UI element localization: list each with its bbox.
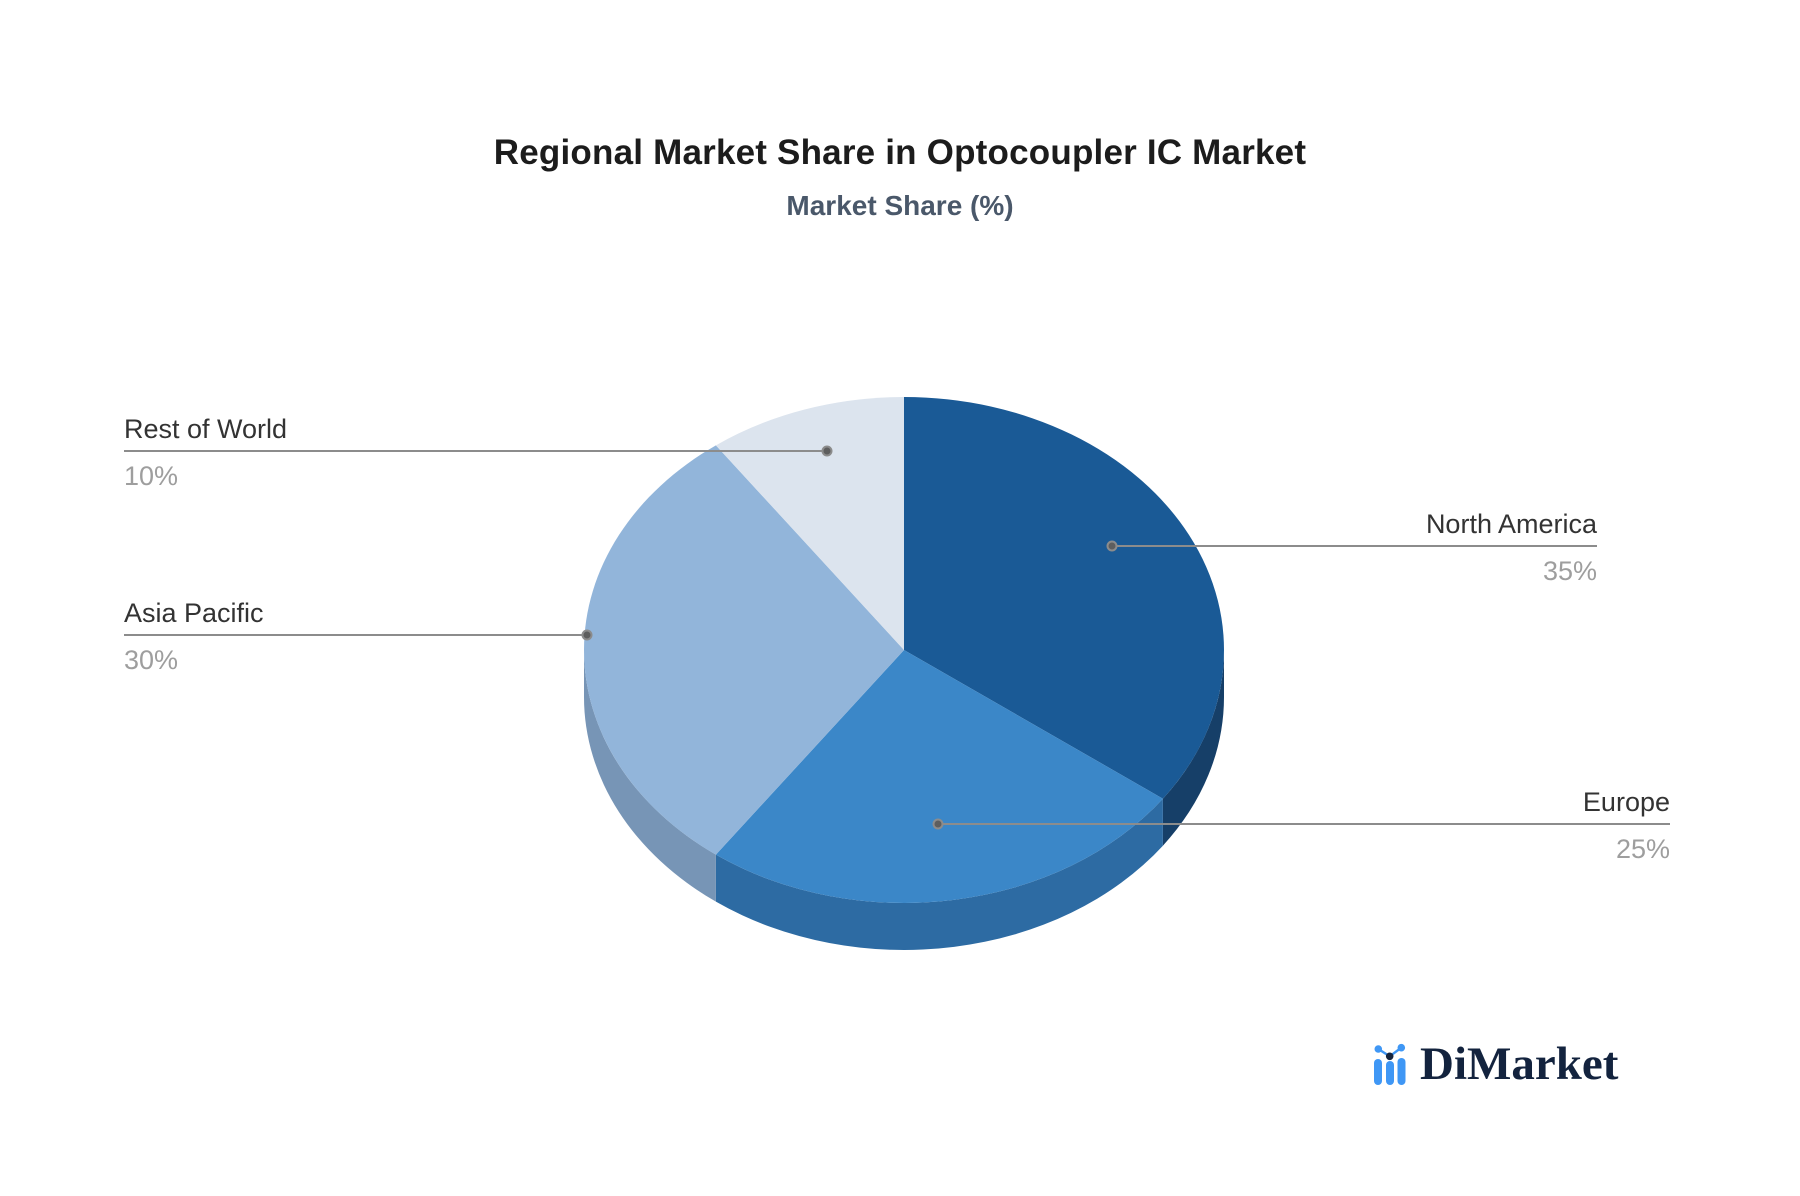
leader-dot-rest-of-world [821, 445, 833, 457]
chart-subtitle: Market Share (%) [786, 190, 1014, 221]
slice-label-percent: 10% [124, 461, 179, 491]
slice-label-asia-pacific: Asia Pacific 30% [124, 596, 264, 677]
leader-dot-asia-pacific [581, 629, 593, 641]
slice-label-percent: 25% [1615, 834, 1670, 864]
leader-dot-europe [932, 818, 944, 830]
brand-name: DiMarket [1420, 1038, 1619, 1090]
slice-label-percent: 35% [1542, 556, 1597, 586]
slice-label-name: Europe [1582, 787, 1670, 817]
slice-label-europe: Europe 25% [1583, 785, 1670, 866]
slice-label-percent: 30% [124, 645, 179, 675]
pie-slice-side-asia-pacific [584, 650, 716, 902]
slice-label-name: Asia Pacific [124, 598, 264, 628]
leader-dot-north-america [1106, 540, 1118, 552]
slice-label-name: Rest of World [124, 414, 288, 444]
brand-logo: DiMarket [1363, 1041, 1618, 1088]
pie-slice-side-north-america [1162, 650, 1224, 846]
chart-title: Regional Market Share in Optocoupler IC … [493, 133, 1307, 172]
bar-line-chart-icon [1374, 1043, 1406, 1085]
pie-slice-north-america[interactable] [904, 397, 1225, 799]
slice-label-rest-of-world: Rest of World 10% [124, 412, 287, 493]
slice-label-north-america: North America 35% [1426, 507, 1597, 588]
pie-slice-europe[interactable] [715, 650, 1163, 903]
slice-label-name: North America [1425, 509, 1597, 539]
pie-slice-rest-of-world[interactable] [715, 397, 904, 650]
pie-slice-asia-pacific[interactable] [584, 445, 904, 855]
pie-slice-side-europe [715, 798, 1163, 951]
